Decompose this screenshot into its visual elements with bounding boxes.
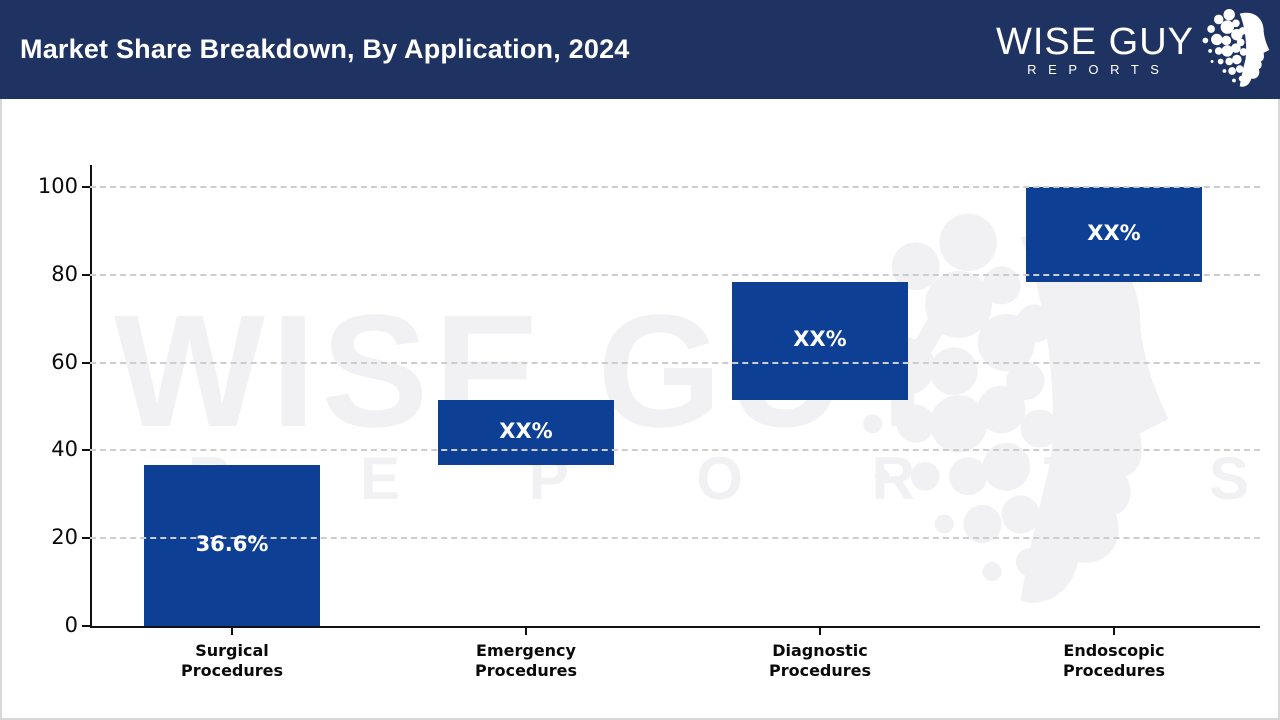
- y-tickmark-60: [82, 361, 90, 364]
- logo-wordmark: WISE GUY: [995, 21, 1194, 63]
- y-tickmark-20: [82, 537, 90, 540]
- header-banner: Market Share Breakdown, By Application, …: [0, 0, 1280, 99]
- x-category-label-diagnostic-procedures: Diagnostic Procedures: [768, 641, 872, 680]
- gridline-100: [90, 186, 1260, 188]
- bar-value-label-diagnostic-procedures: XX%: [793, 327, 847, 352]
- gridline-80: [90, 273, 1260, 276]
- x-axis-line: [90, 626, 1260, 628]
- bar-emergency-procedures: [438, 400, 614, 466]
- x-tickmark-endoscopic-procedures: [1113, 628, 1115, 635]
- chart-canvas: WISE GUY R E P O R T S 0 20 40 60 80 100 36.6%…: [0, 99, 1280, 720]
- gridline-60: [90, 361, 1260, 364]
- y-tick-label-100: 100: [37, 174, 78, 198]
- y-tickmark-100: [82, 186, 90, 188]
- x-category-label-endoscopic-procedures: Endoscopic Procedures: [1062, 641, 1166, 680]
- gridline-20: [90, 537, 1260, 540]
- y-tickmark-0: [82, 625, 90, 627]
- logo-subtitle: R E P O R T S: [1027, 62, 1163, 77]
- y-tick-label-20: 20: [51, 525, 78, 550]
- logo-text: WISE GUY R E P O R T S: [996, 22, 1194, 78]
- x-tickmark-diagnostic-procedures: [819, 628, 821, 635]
- x-category-label-surgical-procedures: Surgical Procedures: [180, 641, 284, 680]
- y-tickmark-40: [82, 449, 90, 452]
- y-tick-label-0: 0: [64, 613, 78, 637]
- bar-value-label-surgical-procedures: 36.6%: [195, 531, 269, 556]
- y-tick-label-60: 60: [51, 349, 78, 374]
- wiseguy-head-icon: [1202, 8, 1270, 87]
- y-tick-label-40: 40: [51, 437, 78, 462]
- wiseguy-logo: WISE GUY R E P O R T S: [996, 8, 1272, 92]
- bar-surgical-procedures: [144, 465, 320, 626]
- bar-value-label-emergency-procedures: XX%: [499, 418, 553, 443]
- y-tick-label-80: 80: [51, 261, 78, 286]
- x-tickmark-emergency-procedures: [525, 628, 527, 635]
- y-axis-line: [90, 165, 92, 627]
- page-title: Market Share Breakdown, By Application, …: [20, 34, 630, 64]
- bar-value-label-endoscopic-procedures: XX%: [1087, 220, 1141, 245]
- x-tickmark-surgical-procedures: [231, 628, 233, 635]
- x-category-label-emergency-procedures: Emergency Procedures: [474, 641, 578, 680]
- gridline-40: [90, 449, 1260, 452]
- y-tickmark-80: [82, 273, 90, 276]
